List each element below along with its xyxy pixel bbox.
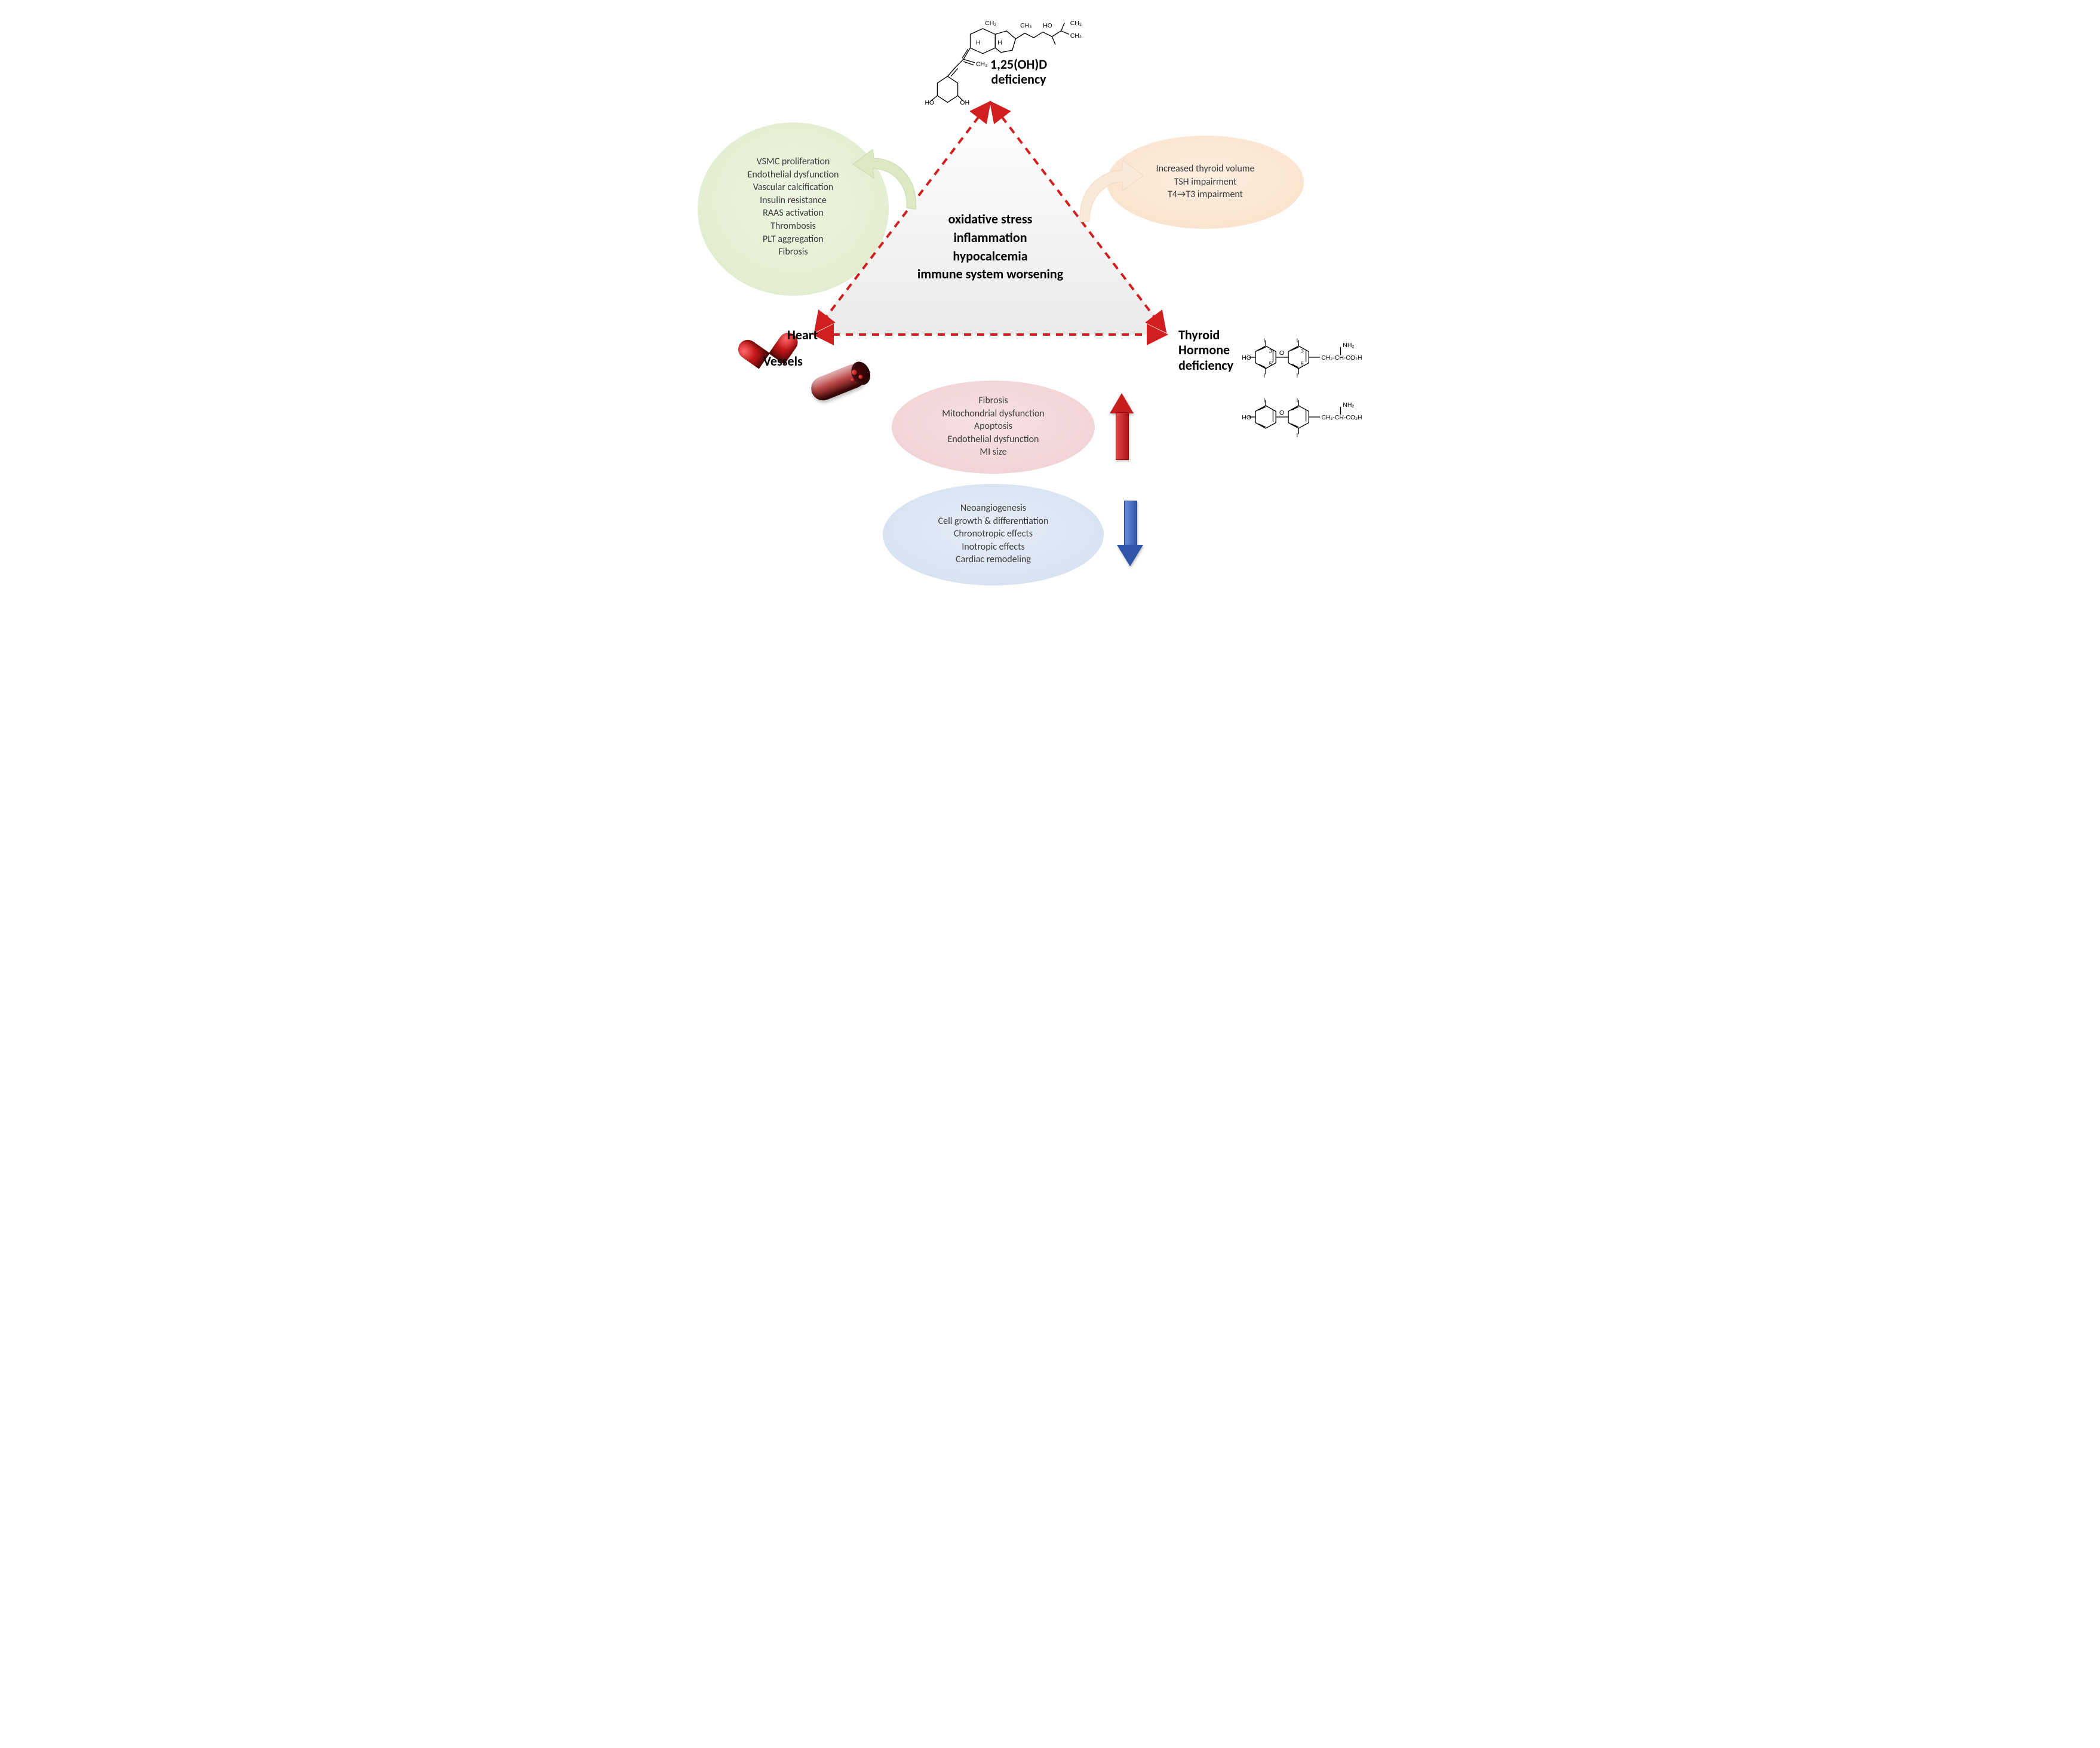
svg-text:H: H (997, 40, 1002, 47)
svg-text:CH₃: CH₃ (1070, 33, 1082, 39)
svg-text:CH₃: CH₃ (985, 20, 996, 27)
svg-text:NH₂: NH₂ (1343, 402, 1354, 409)
green-item-4: RAAS activation (727, 207, 859, 220)
red-up-arrow-icon (1110, 393, 1134, 459)
green-item-0: VSMC proliferation (727, 155, 859, 168)
svg-text:I: I (1296, 373, 1298, 379)
orange-item-1: TSH impairment (1134, 176, 1277, 189)
green-item-2: Vascular calcification (727, 181, 859, 194)
svg-text:O: O (1279, 410, 1284, 416)
svg-text:3: 3 (1301, 348, 1304, 354)
green-item-1: Endothelial dysfunction (727, 168, 859, 182)
center-line-2: hypocalcemia (901, 247, 1080, 266)
vertex-top-line1: 1,25(OH)D (990, 57, 1047, 72)
svg-text:I: I (1263, 338, 1265, 344)
pink-item-3: Endothelial dysfunction (916, 433, 1071, 446)
green-item-6: PLT aggregation (727, 233, 859, 246)
svg-text:CH₂: CH₂ (976, 62, 987, 68)
svg-text:I: I (1263, 397, 1265, 404)
center-line-3: immune system worsening (901, 265, 1080, 284)
svg-text:I: I (1263, 373, 1265, 379)
t3-structure-icon: HO I O I I CH₂-CH-CO₂H NH₂ (1242, 397, 1362, 439)
svg-text:CH₃: CH₃ (1070, 20, 1082, 27)
bubble-green-text: VSMC proliferation Endothelial dysfuncti… (727, 155, 859, 259)
vertex-right-line1: Thyroid (1178, 327, 1233, 342)
svg-text:HO: HO (1043, 23, 1052, 29)
t4-structure-icon: HO I I 3' 5' O I I 3 5 CH₂-CH-CO₂H NH₂ (1242, 338, 1362, 379)
blue-item-1: Cell growth & differentiation (907, 515, 1080, 528)
vertex-right-line3: deficiency (1178, 358, 1233, 373)
bubble-pink-text: Fibrosis Mitochondrial dysfunction Apopt… (916, 394, 1071, 459)
center-line-1: inflammation (901, 229, 1080, 247)
green-item-7: Fibrosis (727, 246, 859, 259)
heart-icon (748, 324, 784, 356)
green-item-3: Insulin resistance (727, 194, 859, 207)
svg-text:CH₂-CH-CO₂H: CH₂-CH-CO₂H (1321, 415, 1362, 421)
svg-text:3': 3' (1269, 348, 1273, 354)
svg-text:O: O (1279, 350, 1284, 357)
triangle-center-text: oxidative stress inflammation hypocalcem… (901, 210, 1080, 284)
vertex-top-label: 1,25(OH)D deficiency (990, 57, 1047, 87)
blue-down-arrow-icon (1117, 501, 1143, 566)
pink-item-2: Apoptosis (916, 420, 1071, 433)
vessels-label: Vessels (763, 354, 803, 369)
vertex-right-line2: Hormone (1178, 342, 1233, 357)
svg-text:5': 5' (1269, 360, 1273, 366)
pink-item-4: MI size (916, 446, 1071, 459)
svg-text:I: I (1296, 397, 1298, 404)
vertex-right-label: Thyroid Hormone deficiency (1178, 327, 1233, 373)
svg-text:HO: HO (1242, 415, 1251, 421)
center-line-0: oxidative stress (901, 210, 1080, 229)
svg-text:OH: OH (960, 100, 969, 106)
bubble-blue-text: Neoangiogenesis Cell growth & differenti… (907, 502, 1080, 566)
svg-text:I: I (1296, 338, 1298, 344)
svg-text:CH₃: CH₃ (1020, 23, 1031, 29)
orange-item-0: Increased thyroid volume (1134, 162, 1277, 176)
green-item-5: Thrombosis (727, 220, 859, 233)
blue-item-0: Neoangiogenesis (907, 502, 1080, 515)
svg-text:NH₂: NH₂ (1343, 342, 1354, 349)
svg-text:CH₂-CH-CO₂H: CH₂-CH-CO₂H (1321, 355, 1362, 361)
orange-item-2: T4→T3 impairment (1134, 188, 1277, 201)
pink-item-1: Mitochondrial dysfunction (916, 407, 1071, 421)
svg-text:H: H (976, 40, 981, 47)
svg-text:HO: HO (1242, 355, 1251, 361)
blue-item-3: Inotropic effects (907, 541, 1080, 554)
svg-text:5: 5 (1301, 360, 1304, 366)
blue-item-2: Chronotropic effects (907, 528, 1080, 541)
heart-label: Heart (787, 327, 818, 342)
svg-text:HO: HO (925, 100, 935, 106)
bubble-orange-text: Increased thyroid volume TSH impairment … (1134, 162, 1277, 201)
vessel-icon (810, 366, 867, 398)
svg-text:I: I (1296, 433, 1298, 439)
blue-item-4: Cardiac remodeling (907, 553, 1080, 566)
pink-item-0: Fibrosis (916, 394, 1071, 407)
vertex-top-line2: deficiency (990, 72, 1047, 87)
